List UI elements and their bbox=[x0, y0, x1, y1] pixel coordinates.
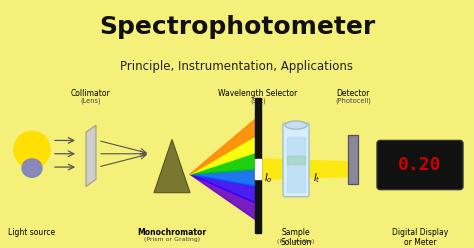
Text: 0.20: 0.20 bbox=[398, 156, 442, 174]
Bar bbox=[255, 159, 261, 179]
Text: $I_o$: $I_o$ bbox=[264, 171, 273, 185]
Text: (in Cuvette): (in Cuvette) bbox=[277, 239, 315, 244]
Polygon shape bbox=[190, 134, 258, 174]
Bar bbox=[287, 137, 305, 192]
Text: Collimator: Collimator bbox=[71, 89, 111, 98]
FancyBboxPatch shape bbox=[283, 123, 309, 197]
Text: Digital Display
or Meter: Digital Display or Meter bbox=[392, 227, 448, 247]
Bar bbox=[255, 98, 261, 233]
Ellipse shape bbox=[22, 159, 42, 177]
Polygon shape bbox=[190, 152, 258, 174]
Text: Wavelength Selector: Wavelength Selector bbox=[219, 89, 298, 98]
Text: Detector: Detector bbox=[337, 89, 370, 98]
Text: (Lens): (Lens) bbox=[81, 97, 101, 104]
Text: $I_t$: $I_t$ bbox=[313, 171, 321, 185]
Polygon shape bbox=[190, 174, 258, 204]
Text: Spectrophotometer: Spectrophotometer bbox=[99, 15, 375, 39]
FancyBboxPatch shape bbox=[377, 140, 463, 190]
Text: Light source: Light source bbox=[9, 227, 55, 237]
Polygon shape bbox=[258, 159, 350, 179]
Text: Principle, Instrumentation, Applications: Principle, Instrumentation, Applications bbox=[120, 60, 354, 73]
Polygon shape bbox=[190, 174, 258, 221]
Polygon shape bbox=[190, 169, 258, 186]
Text: Sample
Solution: Sample Solution bbox=[280, 227, 312, 247]
Text: (Prism or Grating): (Prism or Grating) bbox=[144, 237, 200, 242]
Bar bbox=[348, 135, 358, 185]
Text: (Photocell): (Photocell) bbox=[335, 97, 371, 104]
Text: Monochromator: Monochromator bbox=[137, 227, 207, 237]
Polygon shape bbox=[86, 125, 96, 186]
Ellipse shape bbox=[285, 121, 307, 129]
Polygon shape bbox=[154, 139, 190, 193]
Bar bbox=[287, 156, 305, 164]
Polygon shape bbox=[190, 117, 258, 174]
Circle shape bbox=[14, 131, 50, 168]
Text: (Slit): (Slit) bbox=[250, 97, 266, 104]
